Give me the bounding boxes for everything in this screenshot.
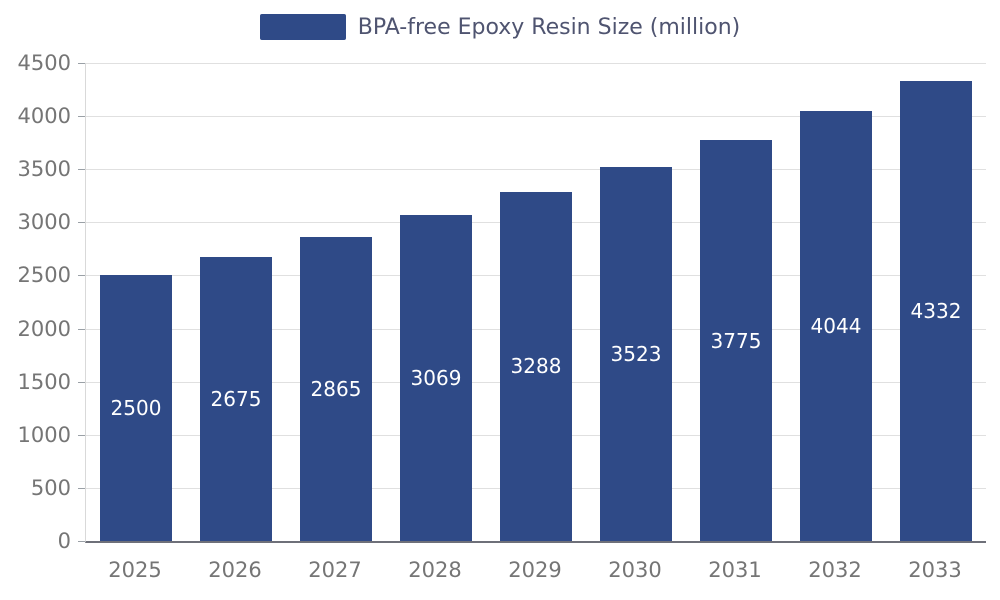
bar-value-label: 3069 [410,366,462,390]
plot-area: 2500 2675 2865 3069 3288 3523 3775 4044 4332 [78,63,986,543]
bar[interactable]: 2500 [100,275,172,541]
y-axis-tick-label: 0 [57,529,71,553]
legend[interactable]: BPA-free Epoxy Resin Size (million) [0,14,1000,40]
bar[interactable]: 4044 [800,111,872,541]
gridline [86,63,986,64]
y-axis-tick [78,487,85,489]
y-axis-tick-label: 3000 [17,210,71,235]
bar[interactable]: 3069 [400,215,472,541]
y-axis-tick [78,169,85,171]
y-axis-tick [78,275,85,277]
x-axis-tick-label: 2033 [908,558,962,582]
bar[interactable]: 3288 [500,191,572,541]
bar[interactable]: 3523 [600,166,672,541]
bar[interactable]: 2675 [200,256,272,541]
legend-swatch [259,14,346,40]
y-axis-tick [78,63,85,64]
y-axis-tick-label: 3500 [17,157,71,182]
y-axis-tick-label: 1500 [17,369,71,394]
x-axis-tick-label: 2031 [708,558,762,582]
gridline [86,116,986,118]
y-axis-tick-label: 500 [30,475,71,500]
y-axis-tick [78,328,85,330]
y-axis-tick [78,541,85,542]
bar-value-label: 2675 [210,386,262,411]
gridline [86,169,986,171]
y-axis-tick-label: 1000 [17,422,71,447]
x-axis-tick-label: 2027 [308,558,362,582]
bar-value-label: 4044 [810,314,862,339]
bar-value-label: 2865 [310,376,362,401]
x-axis-tick-label: 2025 [108,558,162,582]
legend-label: BPA-free Epoxy Resin Size (million) [357,14,741,40]
bar[interactable]: 4332 [900,80,972,541]
x-axis-tick-label: 2029 [508,558,562,582]
x-axis-tick-label: 2030 [608,558,662,582]
x-axis-tick-label: 2032 [808,558,862,582]
y-axis-tick [78,381,85,383]
bar[interactable]: 3775 [700,140,772,541]
bar-value-label: 2500 [110,396,162,421]
bar-value-label: 3288 [510,354,562,379]
y-axis-tick-label: 2000 [17,316,71,341]
bar-value-label: 3775 [710,328,762,353]
y-axis-tick [78,116,85,118]
y-axis-tick-label: 4000 [17,104,71,129]
y-axis-tick [78,222,85,224]
x-axis-tick-label: 2026 [208,558,262,582]
bar[interactable]: 2865 [300,236,372,541]
y-axis-tick [78,434,85,436]
y-axis-tick-label: 2500 [17,263,71,288]
bar-value-label: 4332 [910,298,962,323]
y-axis-tick-label: 4500 [17,51,71,75]
x-axis-tick-label: 2028 [408,558,462,582]
bar-value-label: 3523 [610,341,662,366]
